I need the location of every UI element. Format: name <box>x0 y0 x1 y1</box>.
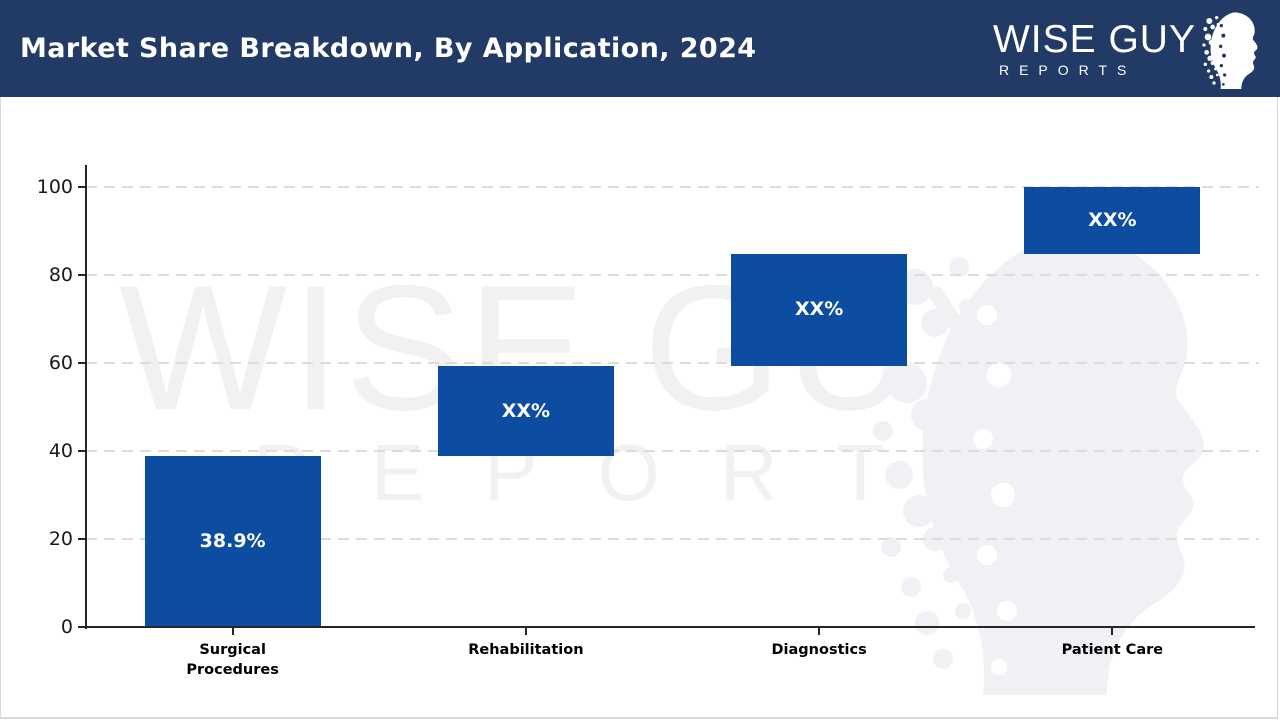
wise-guy-logo: WISE GUY REPORTS <box>993 9 1268 89</box>
page-title: Market Share Breakdown, By Application, … <box>20 33 757 64</box>
bar-value-label: XX% <box>501 399 551 422</box>
y-tick-label: 60 <box>48 352 73 374</box>
y-axis-tick <box>78 274 86 276</box>
gridline <box>86 186 1259 188</box>
bar: XX% <box>731 253 908 366</box>
x-axis-label: Patient Care <box>1061 642 1164 658</box>
gridline <box>86 450 1259 452</box>
x-axis-tick <box>818 627 821 635</box>
x-axis-label: Rehabilitation <box>468 642 584 658</box>
watermark-subtitle: REPORTS <box>253 428 1059 517</box>
y-tick-label: 100 <box>36 176 73 198</box>
bar-value-label: XX% <box>1088 209 1137 231</box>
x-axis-tick <box>231 627 234 635</box>
y-axis-tick <box>78 538 86 540</box>
gridline <box>86 362 1259 364</box>
bar: XX% <box>437 365 614 456</box>
logo-face-icon <box>1202 11 1258 89</box>
watermark-face-icon <box>873 235 1204 695</box>
chart-canvas: WISE GUY REPORTS 0 20 40 60 80 100 Surgical Pr… <box>0 97 1278 719</box>
y-tick-label: 40 <box>48 440 73 462</box>
y-axis-tick <box>78 362 86 364</box>
bar: XX% <box>1024 187 1201 254</box>
x-axis <box>85 626 1255 628</box>
bar-value-label: XX% <box>794 297 844 320</box>
y-tick-label: 20 <box>48 528 73 550</box>
y-tick-label: 0 <box>60 616 73 638</box>
bar: 38.9% <box>144 455 321 627</box>
gridline <box>86 538 1259 540</box>
header-bar: Market Share Breakdown, By Application, … <box>0 0 1280 97</box>
x-axis-label: Surgical Procedures <box>186 642 279 678</box>
x-axis-tick <box>524 627 527 635</box>
logo-wordmark: WISE GUY <box>992 18 1196 61</box>
x-axis-tick <box>1111 627 1114 635</box>
logo-subtitle: REPORTS <box>998 62 1137 78</box>
y-axis-tick <box>78 186 86 188</box>
gridline <box>86 274 1259 276</box>
y-tick-label: 80 <box>48 264 73 286</box>
bar-value-label: 38.9% <box>199 529 266 552</box>
y-axis-tick <box>78 626 86 628</box>
logo-text: WISE GUY REPORTS <box>993 20 1196 77</box>
x-axis-label: Diagnostics <box>771 642 867 658</box>
y-axis-tick <box>78 450 86 452</box>
y-axis <box>85 165 87 629</box>
